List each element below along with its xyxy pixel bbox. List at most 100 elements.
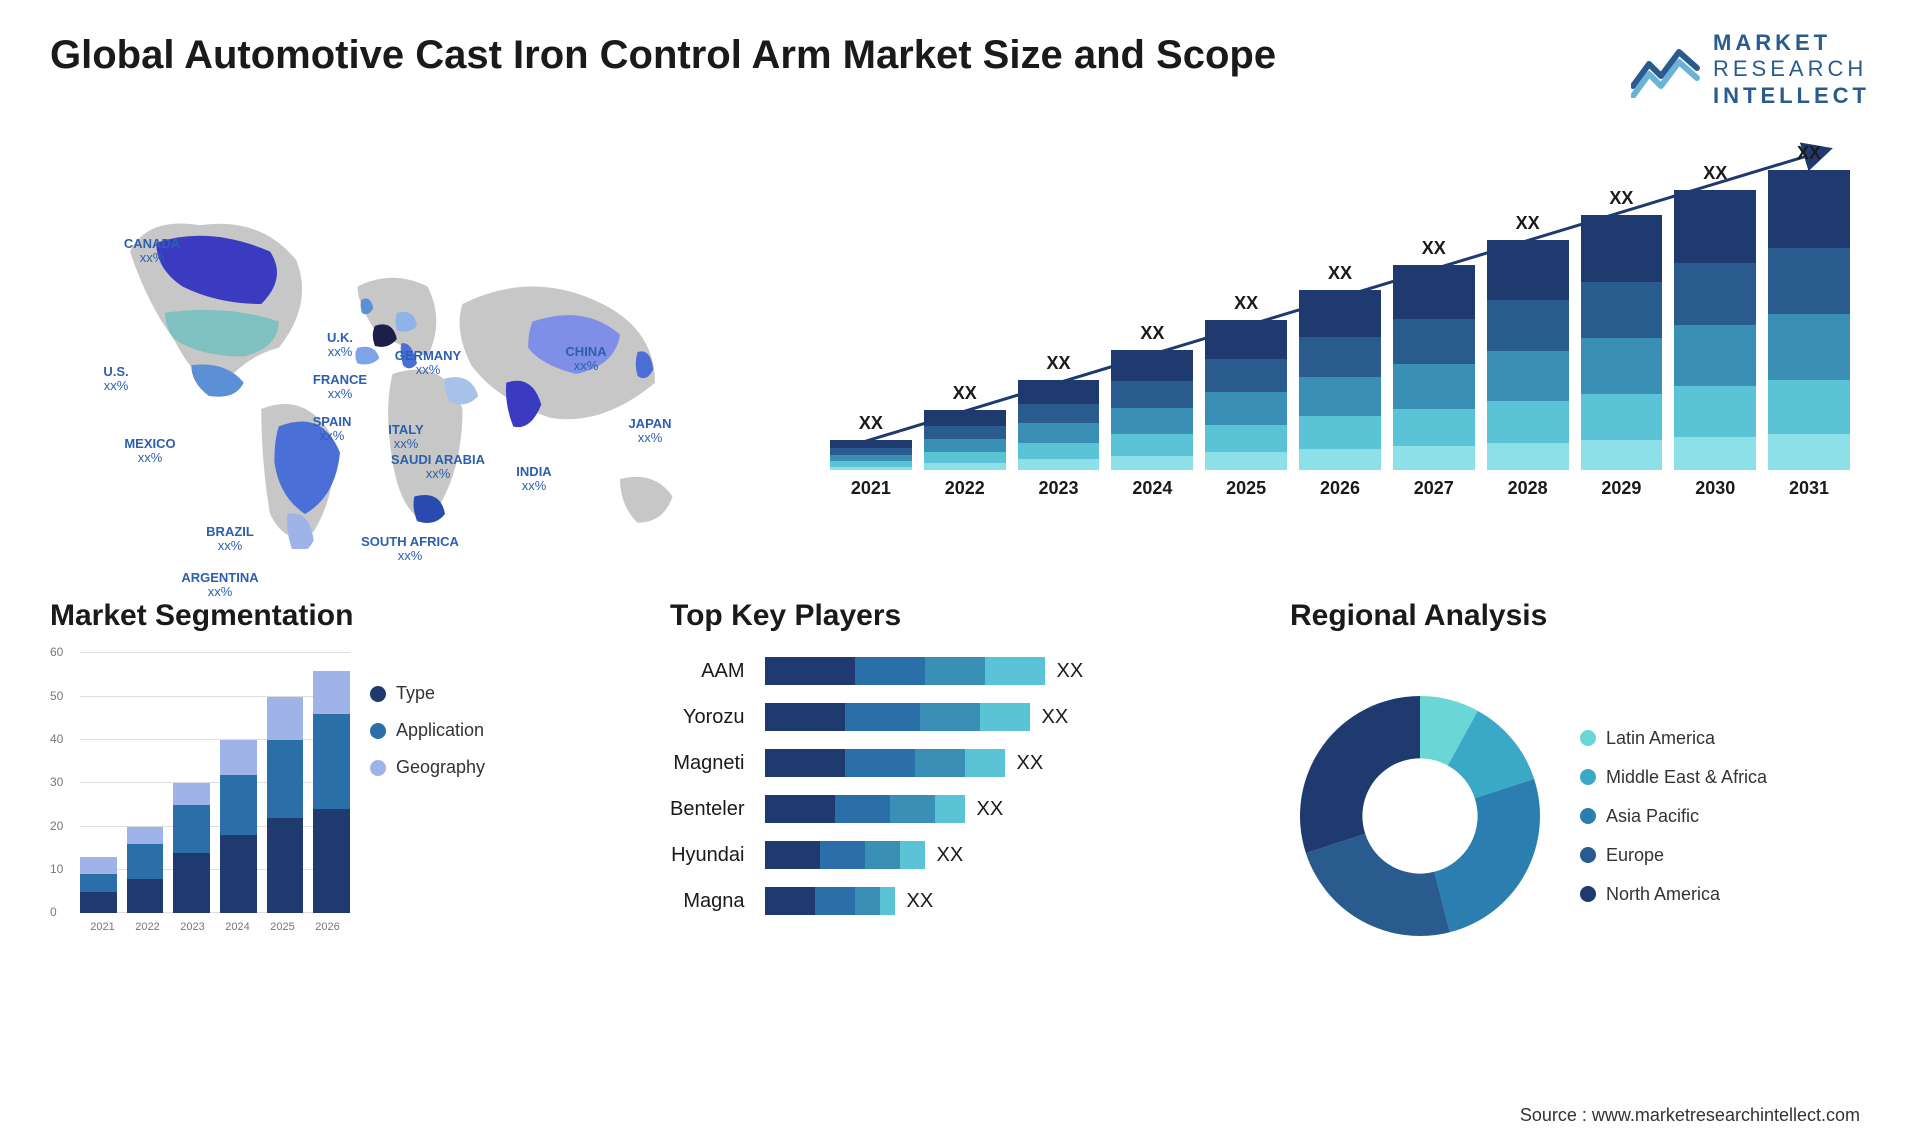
player-segment [845, 749, 915, 777]
legend-swatch [370, 686, 386, 702]
growth-value-label: XX [1422, 238, 1446, 259]
seg-segment [313, 671, 350, 714]
growth-segment [1487, 351, 1569, 402]
growth-bar-2023: XX2023 [1018, 353, 1100, 499]
growth-segment [830, 440, 912, 448]
country-label: FRANCExx% [313, 373, 367, 402]
growth-segment [1205, 320, 1287, 359]
seg-year-label: 2026 [305, 921, 350, 933]
legend-swatch [370, 760, 386, 776]
seg-bar [267, 697, 304, 914]
seg-ytick: 30 [50, 775, 63, 789]
seg-ytick: 0 [50, 905, 57, 919]
growth-segment [830, 455, 912, 462]
logo-line3: INTELLECT [1713, 83, 1870, 109]
growth-value-label: XX [1609, 188, 1633, 209]
player-value-label: XX [977, 798, 1004, 821]
player-row: XX [765, 841, 1251, 869]
growth-segment [1111, 408, 1193, 434]
growth-year-label: 2031 [1789, 478, 1829, 499]
seg-segment [313, 809, 350, 913]
country-label: CANADAxx% [124, 237, 180, 266]
player-value-label: XX [907, 890, 934, 913]
regional-donut [1290, 686, 1550, 946]
player-segment [855, 887, 880, 915]
country-label: SAUDI ARABIAxx% [391, 453, 485, 482]
player-value-label: XX [1017, 752, 1044, 775]
legend-label: Application [396, 720, 484, 741]
growth-bar-2030: XX 2030 [1674, 163, 1756, 499]
legend-label: Latin America [1606, 728, 1715, 749]
page-title: Global Automotive Cast Iron Control Arm … [50, 30, 1276, 80]
player-name: Yorozu [683, 703, 745, 731]
legend-label: Europe [1606, 845, 1664, 866]
growth-segment [1205, 452, 1287, 470]
player-segment [845, 703, 920, 731]
growth-segment [1581, 282, 1663, 338]
growth-year-label: 2030 [1695, 478, 1735, 499]
seg-bar [313, 671, 350, 914]
growth-value-label: XX [1703, 163, 1727, 184]
player-segment [925, 657, 985, 685]
region-legend-item: Middle East & Africa [1580, 767, 1767, 788]
segmentation-legend: Type Application Geography [370, 683, 485, 979]
growth-segment [1018, 443, 1100, 459]
players-title: Top Key Players [670, 599, 1250, 633]
growth-bar-2028: XX2028 [1487, 213, 1569, 499]
world-map-panel: CANADAxx%U.S.xx%MEXICOxx%BRAZILxx%ARGENT… [50, 129, 770, 549]
growth-segment [1768, 170, 1850, 248]
seg-segment [220, 775, 257, 836]
player-segment [965, 749, 1005, 777]
source-attribution: Source : www.marketresearchintellect.com [1520, 1105, 1860, 1126]
donut-slice [1300, 696, 1420, 853]
map-country-saudi [445, 377, 479, 404]
logo-line1: MARKET [1713, 30, 1870, 56]
growth-segment [830, 467, 912, 471]
logo-icon [1631, 42, 1701, 98]
seg-ytick: 20 [50, 819, 63, 833]
seg-segment [127, 844, 164, 879]
growth-segment [1674, 190, 1756, 263]
segmentation-title: Market Segmentation [50, 599, 630, 633]
player-row: XX [765, 887, 1251, 915]
growth-bar-2031: XX2031 [1768, 143, 1850, 499]
segmentation-panel: Market Segmentation 01020304050602021202… [50, 599, 630, 979]
growth-year-label: 2024 [1132, 478, 1172, 499]
seg-ytick: 40 [50, 732, 63, 746]
country-label: GERMANYxx% [395, 349, 461, 378]
growth-segment [1205, 392, 1287, 425]
country-label: SPAINxx% [313, 415, 352, 444]
growth-segment [830, 448, 912, 455]
growth-segment [924, 463, 1006, 470]
seg-year-label: 2021 [80, 921, 125, 933]
brand-logo: MARKET RESEARCH INTELLECT [1631, 30, 1870, 109]
legend-label: Geography [396, 757, 485, 778]
growth-year-label: 2022 [945, 478, 985, 499]
seg-year-label: 2022 [125, 921, 170, 933]
growth-year-label: 2023 [1039, 478, 1079, 499]
growth-segment [924, 410, 1006, 426]
legend-label: Asia Pacific [1606, 806, 1699, 827]
seg-bar [173, 783, 210, 913]
map-country-spain [355, 347, 379, 365]
growth-segment [1393, 319, 1475, 364]
player-name: Magneti [673, 749, 744, 777]
seg-ytick: 50 [50, 689, 63, 703]
player-segment [835, 795, 890, 823]
growth-segment [1487, 300, 1569, 351]
growth-bar-2025: XX2025 [1205, 293, 1287, 499]
growth-value-label: XX [1140, 323, 1164, 344]
country-label: U.S.xx% [103, 365, 128, 394]
growth-segment [1487, 240, 1569, 300]
player-value-label: XX [937, 844, 964, 867]
seg-legend-item: Geography [370, 757, 485, 778]
growth-segment [1768, 314, 1850, 380]
seg-year-label: 2025 [260, 921, 305, 933]
player-names: AAMYorozuMagnetiBentelerHyundaiMagna [670, 653, 745, 979]
growth-year-label: 2021 [851, 478, 891, 499]
legend-label: Middle East & Africa [1606, 767, 1767, 788]
seg-legend-item: Type [370, 683, 485, 704]
country-label: JAPANxx% [628, 417, 671, 446]
growth-year-label: 2026 [1320, 478, 1360, 499]
player-segment [820, 841, 865, 869]
